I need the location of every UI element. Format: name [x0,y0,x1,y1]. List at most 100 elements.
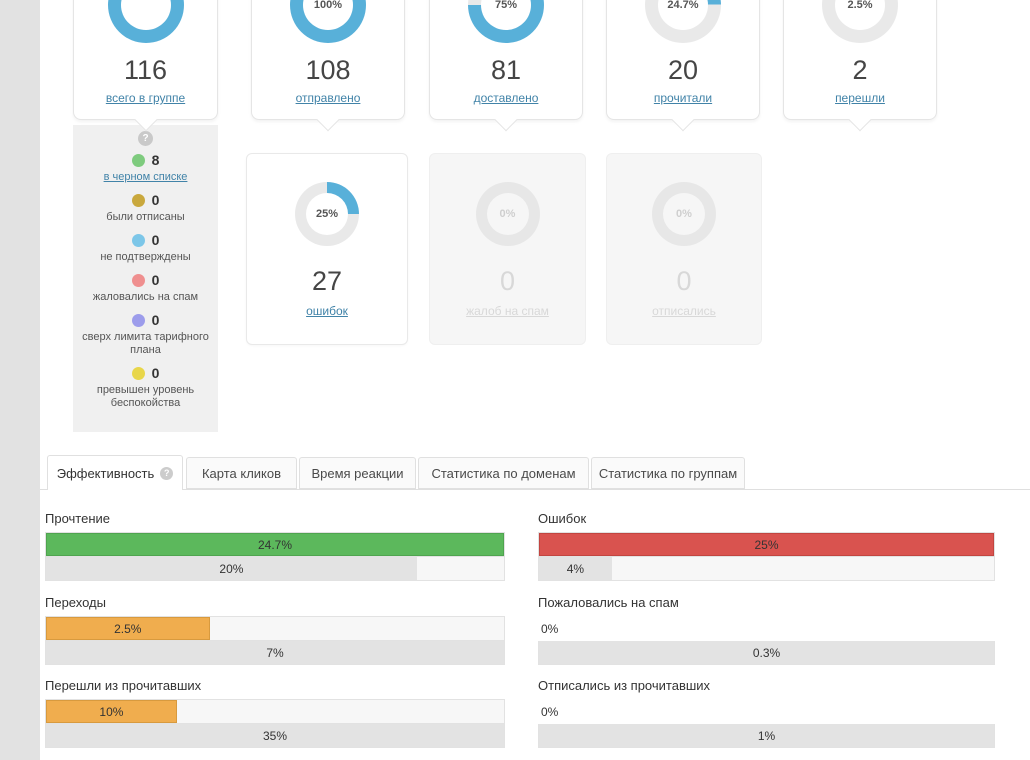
value-bar-fill: 0% [539,700,994,723]
read-value: 20 [667,55,699,85]
unconfirmed-count: 0 [151,232,160,248]
anxiety-count: 0 [151,365,160,381]
blacklist-link[interactable]: в черном списке [103,171,188,183]
content-area: ? 8 в черном списке 0 были отписаны 0 [40,0,1030,760]
blacklist-count: 8 [151,152,160,168]
tab-effectiveness[interactable]: Эффективность ? [47,455,183,490]
clicked-link[interactable]: перешли [835,91,885,105]
spam-value: 0 [499,266,516,296]
over-limit-count: 0 [151,312,160,328]
card-errors: 25% 27 ошибок [246,153,408,345]
metric-clicks-from-reads: Перешли из прочитавших 10% 35% [45,678,505,748]
unsubscribed-label: были отписаны [106,211,185,223]
errors-link[interactable]: ошибок [306,304,348,318]
unsubscribed-count: 0 [151,192,160,208]
sent-link[interactable]: отправлено [295,91,361,105]
blacklist-dot-icon [131,153,145,167]
value-bar-fill: 24.7% [46,533,504,556]
value-label: 2.5% [114,621,142,636]
reference-bar: 35% [45,724,505,748]
reference-bar-fill: 0.3% [539,641,994,664]
value-bar: 24.7% [45,532,505,557]
card-unsubscribed: 0% 0 отписались [606,153,762,345]
spam-dot-icon [131,273,145,287]
unsubscribed-link: отписались [652,304,716,318]
total-link[interactable]: всего в группе [105,91,186,105]
reference-bar: 7% [45,641,505,665]
reference-label: 7% [266,645,284,660]
tabs-divider [40,489,1030,490]
metric-unsubscribes-from-reads: Отписались из прочитавших 0% 1% [538,678,995,748]
tab-domain-stats[interactable]: Статистика по доменам [418,457,589,489]
legend-item-spam-complaints: 0 жаловались на спам [73,272,218,304]
legend-head: 0 [73,312,218,328]
legend-item-over-limit: 0 сверх лимита тарифного плана [73,312,218,357]
reference-label: 0.3% [752,645,781,660]
metric-title: Перешли из прочитавших [45,678,202,693]
card-delivered: 75% 81 доставлено [429,0,583,120]
anxiety-dot-icon [131,366,145,380]
tab-label: Статистика по группам [598,465,738,481]
value-bar-fill: 10% [46,700,177,723]
spam-donut-percent: 0% [499,208,516,220]
reference-bar-fill: 20% [46,557,417,580]
spam-count: 0 [151,272,160,288]
unsubscribed-value: 0 [676,266,692,296]
reference-bar: 4% [538,557,995,581]
metric-errors: Ошибок 25% 4% [538,511,995,581]
legend-item-unconfirmed: 0 не подтверждены [73,232,218,264]
tab-help-icon[interactable]: ? [160,466,174,480]
group-status-legend-panel: ? 8 в черном списке 0 были отписаны 0 [73,125,218,432]
value-bar: 2.5% [45,616,505,641]
sent-donut-chart: 100% [290,0,366,43]
legend-item-unsubscribed: 0 были отписаны [73,192,218,224]
total-value: 116 [123,55,168,85]
reference-bar: 0.3% [538,641,995,665]
errors-donut-percent: 25% [315,208,339,220]
over-limit-label: сверх лимита тарифного плана [82,331,209,356]
card-sent: 100% 108 отправлено [251,0,405,120]
legend-item-anxiety: 0 превышен уровень беспокойства [73,365,218,410]
spam-label: жаловались на спам [92,291,199,303]
legend-head: 8 [73,152,218,168]
tab-group-stats[interactable]: Статистика по группам [591,457,745,489]
card-read: 24.7% 20 прочитали [606,0,760,120]
legend-help-icon[interactable]: ? [138,131,153,146]
total-donut-chart [107,0,184,43]
metric-title: Переходы [45,595,106,610]
sent-donut-percent: 100% [313,0,343,11]
anxiety-label: превышен уровень беспокойства [96,384,195,409]
metric-title: Пожаловались на спам [538,595,679,610]
clicked-value: 2 [852,55,868,85]
metric-spam-complaints: Пожаловались на спам 0% 0.3% [538,595,995,665]
card-clicked: 2.5% 2 перешли [783,0,937,120]
over-limit-dot-icon [131,313,145,327]
value-label: 25% [754,537,779,552]
delivered-donut-chart: 75% [468,0,544,43]
tab-reaction-time[interactable]: Время реакции [299,457,416,489]
clicked-donut-chart: 2.5% [822,0,898,43]
tab-label: Статистика по доменам [431,465,576,481]
value-bar: 0% [538,616,995,641]
tab-label: Эффективность [56,465,155,481]
value-label: 10% [99,704,124,719]
clicked-donut-percent: 2.5% [847,0,873,11]
delivered-link[interactable]: доставлено [473,91,539,105]
read-link[interactable]: прочитали [653,91,713,105]
total-donut-percent [108,0,184,43]
read-donut-percent: 24.7% [667,0,699,11]
reference-bar-fill: 1% [539,724,994,747]
legend-head: 0 [73,272,218,288]
value-label: 24.7% [257,537,293,552]
errors-donut-chart: 25% [295,182,359,246]
metric-title: Прочтение [45,511,110,526]
tab-click-map[interactable]: Карта кликов [186,457,297,489]
metric-reading: Прочтение 24.7% 20% [45,511,505,581]
sent-value: 108 [305,55,351,85]
unsubscribed-donut-percent: 0% [676,208,692,220]
reference-bar-fill: 35% [46,724,504,747]
card-spam-complaints: 0% 0 жалоб на спам [429,153,586,345]
reference-label: 35% [262,728,288,743]
reference-bar-fill: 7% [46,641,504,664]
